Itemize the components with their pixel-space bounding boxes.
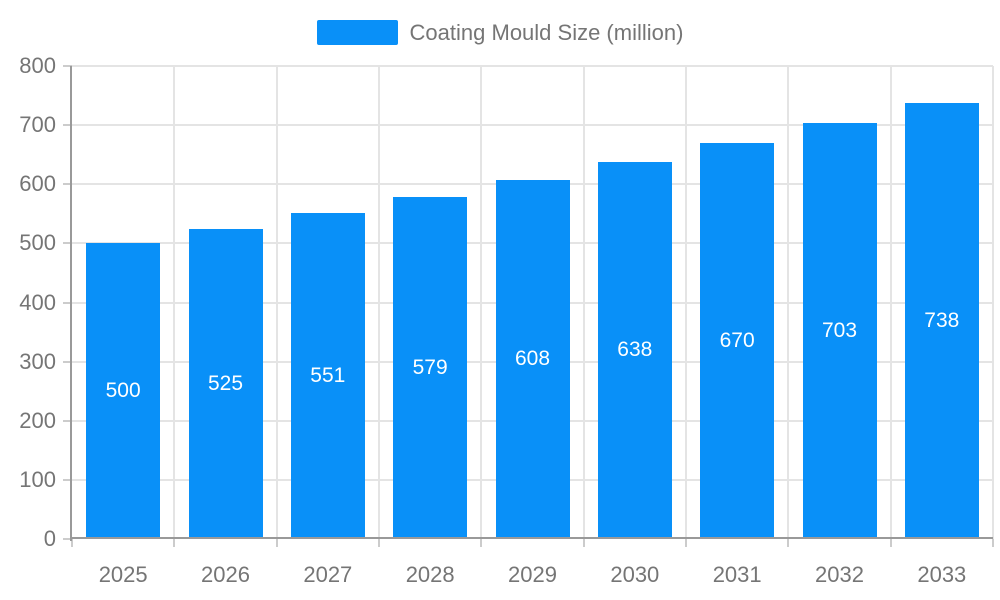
grid-line-x — [378, 66, 380, 539]
y-axis-label: 600 — [19, 171, 56, 197]
x-axis-label: 2030 — [610, 562, 660, 587]
y-axis-tick — [63, 419, 72, 422]
y-axis-tick — [63, 124, 72, 127]
x-axis-tick — [889, 539, 892, 547]
bar-value-label: 551 — [310, 364, 346, 388]
legend-swatch-icon — [316, 20, 398, 45]
y-axis-tick — [63, 538, 72, 540]
y-axis-label: 200 — [19, 407, 56, 433]
x-axis-tick — [992, 539, 994, 547]
x-axis-label: 2033 — [917, 562, 967, 587]
x-axis-line — [70, 537, 993, 539]
bar-2026[interactable] — [188, 228, 263, 539]
bar-value-label: 525 — [207, 371, 244, 395]
bar-value-label: 738 — [924, 308, 960, 332]
y-axis-label: 500 — [19, 230, 56, 256]
grid-line-x — [787, 66, 790, 539]
grid-line-x — [275, 66, 278, 539]
bar-value-label: 608 — [514, 347, 551, 371]
y-axis-label: 400 — [19, 289, 56, 315]
bar-2029[interactable] — [495, 179, 570, 539]
bar-2027[interactable] — [290, 213, 365, 539]
x-axis-tick — [378, 539, 380, 547]
grid-line-y — [72, 65, 993, 67]
grid-line-x — [992, 66, 994, 539]
bar-value-label: 670 — [719, 328, 755, 352]
x-axis-tick — [787, 539, 790, 547]
y-axis-tick — [63, 242, 72, 245]
x-axis-tick — [275, 539, 278, 547]
grid-line-y — [72, 124, 993, 127]
bar-value-label: 500 — [105, 379, 141, 403]
bar-2028[interactable] — [393, 196, 468, 539]
legend[interactable]: Coating Mould Size (million) — [0, 20, 1000, 45]
y-axis-label: 0 — [43, 526, 56, 551]
x-axis-label: 2028 — [405, 562, 455, 587]
x-axis-tick — [685, 539, 687, 547]
y-axis-tick — [63, 183, 72, 186]
y-axis-tick — [63, 65, 72, 67]
y-axis-label: 800 — [19, 53, 56, 78]
bar-value-label: 638 — [617, 338, 653, 362]
x-axis-tick — [173, 539, 176, 547]
x-axis-label: 2032 — [815, 562, 864, 587]
y-axis-tick — [63, 360, 72, 363]
grid-line-x — [173, 66, 176, 539]
x-axis-label: 2025 — [98, 562, 148, 587]
x-axis-tick — [582, 539, 585, 547]
x-axis-tick — [71, 539, 73, 547]
x-axis-tick — [480, 539, 483, 547]
grid-line-x — [889, 66, 892, 539]
bar-value-label: 703 — [821, 319, 858, 343]
y-axis-tick — [63, 301, 72, 304]
grid-line-x — [480, 66, 483, 539]
y-axis-label: 700 — [19, 112, 56, 138]
bar-2033[interactable] — [904, 102, 979, 539]
x-axis-label: 2031 — [712, 562, 762, 587]
grid-line-x — [685, 66, 687, 539]
y-axis-label: 100 — [19, 466, 56, 492]
bar-2025[interactable] — [86, 243, 161, 539]
bar-2030[interactable] — [597, 161, 672, 539]
bar-2032[interactable] — [802, 123, 877, 539]
bar-2031[interactable] — [700, 142, 775, 539]
y-axis-line — [70, 66, 72, 541]
bar-value-label: 579 — [412, 355, 448, 379]
x-axis-label: 2026 — [201, 562, 250, 587]
legend-label: Coating Mould Size (million) — [409, 20, 684, 45]
x-axis-label: 2027 — [303, 562, 353, 587]
x-axis-label: 2029 — [508, 562, 557, 587]
grid-line-x — [582, 66, 585, 539]
y-axis-tick — [63, 478, 72, 481]
y-axis-label: 300 — [19, 348, 56, 374]
